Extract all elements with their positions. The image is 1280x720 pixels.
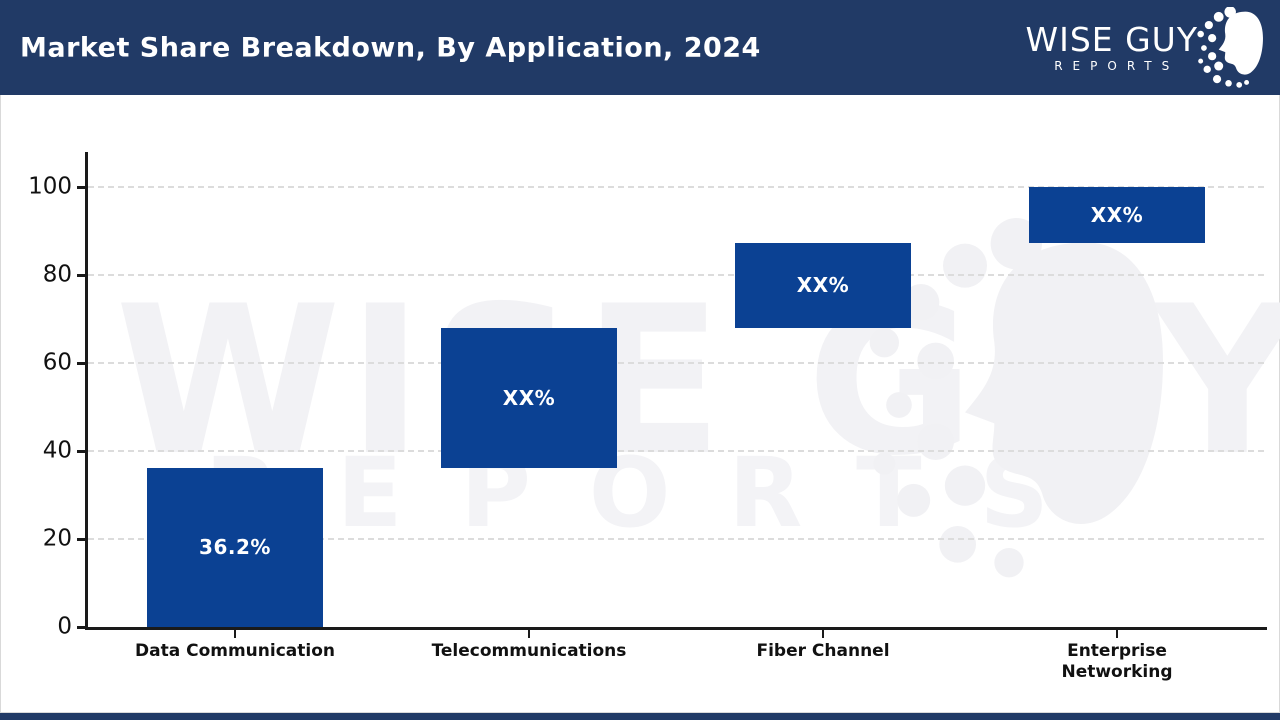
y-tick [77,274,86,277]
bar-value-label: XX% [1090,202,1144,227]
y-tick [77,626,86,629]
bar-value-label: XX% [796,273,850,298]
wise-guy-reports-logo: WISE GUY REPORTS [1025,6,1270,90]
gridline-y80 [88,274,1264,276]
x-axis-label: Telecommunications [431,641,627,661]
bar-2: XX% [441,327,617,468]
y-tick-label: 80 [42,261,72,288]
y-tick-label: 60 [42,349,72,376]
bar-value-label: XX% [502,385,556,410]
y-axis-line [85,152,88,630]
gridline-y60 [88,362,1264,364]
bar-4: XX% [1029,187,1205,243]
gridline-y20 [88,538,1264,540]
x-axis-label: Enterprise Networking [1061,641,1173,683]
x-tick [528,630,530,638]
x-tick [822,630,824,638]
gridline-y100 [88,186,1264,188]
logo-wordmark: WISE GUY [1025,19,1198,59]
x-axis-label: Fiber Channel [756,641,890,661]
x-tick [1116,630,1118,638]
y-tick-label: 100 [28,173,72,200]
logo-text: WISE GUY REPORTS [1025,19,1198,74]
y-tick [77,362,86,365]
chart-title: Market Share Breakdown, By Application, … [20,32,761,63]
y-tick-label: 0 [57,613,72,640]
y-tick [77,186,86,189]
footer-bar [0,713,1280,720]
x-tick [234,630,236,638]
logo-subtitle: REPORTS [1054,59,1180,74]
header-bar: Market Share Breakdown, By Application, … [0,0,1280,95]
y-tick-label: 20 [42,525,72,552]
x-axis-line [85,627,1267,630]
bar-value-label: 36.2% [199,535,271,560]
x-axis-label: Data Communication [135,641,335,661]
bar-1: 36.2% [147,467,323,627]
y-tick [77,450,86,453]
y-tick-label: 40 [42,437,72,464]
gridline-y40 [88,450,1264,452]
bar-3: XX% [735,242,911,328]
y-tick [77,538,86,541]
face-profile-icon [1197,7,1263,88]
